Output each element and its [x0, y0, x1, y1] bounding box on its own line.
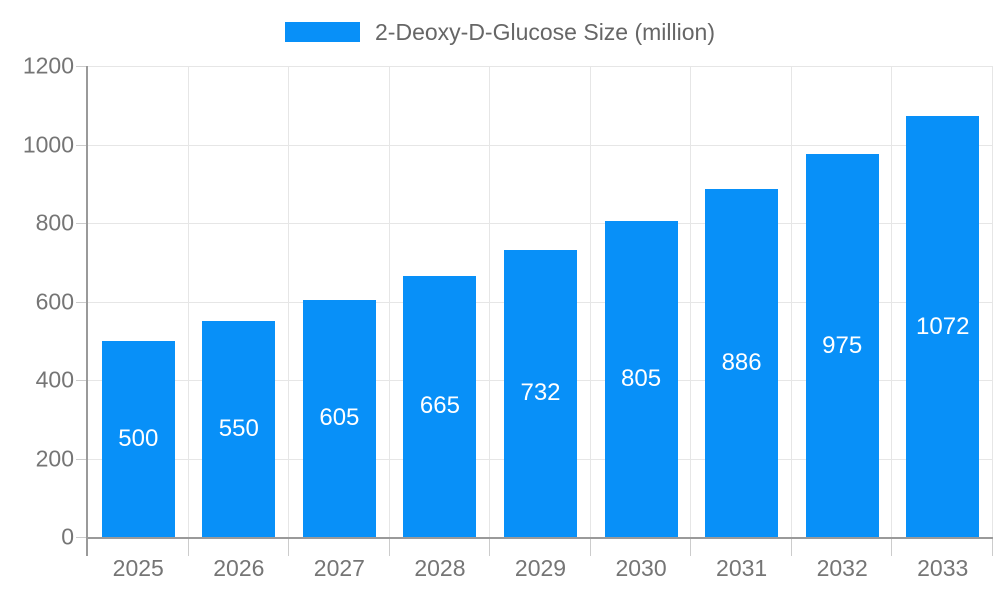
x-tick	[388, 539, 390, 556]
bar[interactable]	[403, 275, 477, 537]
y-tick	[76, 66, 86, 67]
y-tick-label: 600	[35, 288, 74, 314]
bar[interactable]	[101, 340, 175, 537]
x-gridline	[690, 66, 692, 537]
bar[interactable]	[906, 116, 980, 537]
bar-value-label: 550	[218, 415, 259, 443]
bar-value-label: 886	[721, 349, 762, 377]
y-gridline	[88, 223, 993, 224]
y-tick-label: 800	[35, 209, 74, 236]
x-tick-label: 2025	[112, 555, 164, 581]
x-gridline	[187, 66, 189, 537]
bar[interactable]	[504, 249, 577, 537]
bar-value-label: 1072	[916, 312, 970, 340]
x-tick-label: 2026	[213, 555, 265, 581]
x-tick-label: 2029	[514, 555, 567, 581]
x-tick-label: 2028	[414, 555, 466, 581]
bar-value-label: 805	[621, 365, 662, 393]
x-gridline	[992, 66, 993, 537]
y-tick	[76, 537, 86, 538]
bar-value-label: 975	[822, 331, 863, 359]
y-tick	[76, 380, 86, 381]
y-tick-label: 200	[35, 445, 74, 471]
x-gridline	[589, 66, 591, 537]
x-gridline	[790, 66, 792, 537]
bar-value-label: 500	[118, 424, 159, 452]
plot-area: 0 200 400 600 800 1000 1200 500 2025 550 2026 605 20…	[23, 53, 993, 581]
y-gridline	[88, 144, 993, 146]
x-tick	[891, 539, 893, 556]
x-tick	[589, 539, 591, 556]
y-tick	[76, 301, 86, 303]
bar[interactable]	[805, 154, 879, 537]
x-tick	[690, 539, 692, 556]
y-tick-label: 0	[61, 523, 74, 550]
x-tick-label: 2027	[313, 555, 365, 581]
bar-value-label: 732	[520, 379, 561, 407]
bar[interactable]	[604, 221, 678, 537]
x-tick	[489, 539, 491, 556]
y-tick	[76, 223, 86, 224]
x-tick-label: 2031	[716, 555, 768, 581]
y-tick-label: 1200	[22, 52, 74, 79]
y-tick-label: 400	[35, 366, 74, 393]
x-tick	[187, 539, 189, 556]
y-tick-label: 1000	[22, 131, 74, 157]
chart-legend[interactable]: 2-Deoxy-D-Glucose Size (million)	[0, 20, 1000, 44]
bar[interactable]	[705, 189, 779, 537]
y-tick	[76, 458, 86, 460]
x-tick	[86, 539, 88, 556]
x-tick-label: 2030	[615, 555, 667, 581]
x-tick	[288, 539, 290, 556]
y-axis-line	[86, 66, 88, 537]
x-gridline	[489, 66, 491, 537]
x-axis-line	[86, 537, 993, 539]
x-tick	[992, 539, 993, 556]
bar-value-label: 605	[319, 404, 360, 432]
bar[interactable]	[302, 299, 376, 537]
legend-label: 2-Deoxy-D-Glucose Size (million)	[375, 19, 715, 45]
x-tick-label: 2033	[917, 555, 969, 581]
x-tick	[790, 539, 792, 556]
legend-color-swatch-icon	[285, 22, 361, 42]
x-tick-label: 2032	[816, 555, 868, 581]
bar-value-label: 665	[419, 392, 460, 420]
x-gridline	[891, 66, 893, 537]
y-tick	[76, 144, 86, 146]
y-gridline	[88, 66, 993, 67]
x-gridline	[388, 66, 390, 537]
x-gridline	[288, 66, 290, 537]
bar[interactable]	[202, 321, 276, 537]
